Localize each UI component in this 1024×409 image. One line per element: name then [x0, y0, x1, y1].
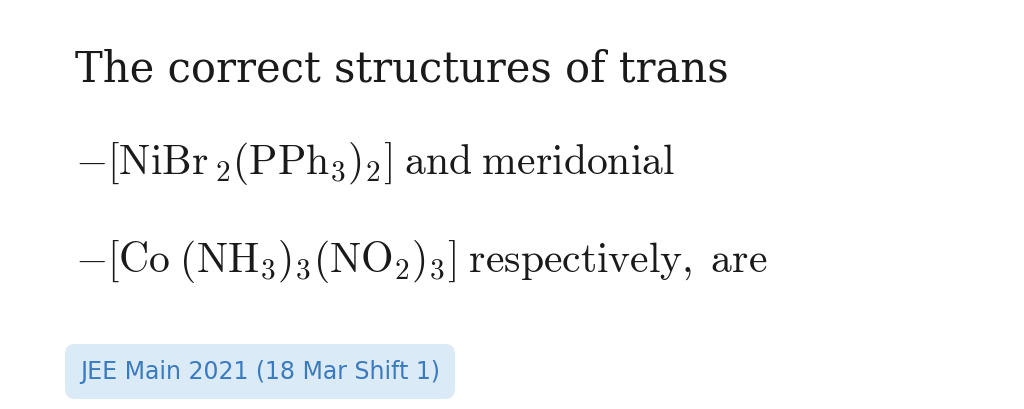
Text: JEE Main 2021 (18 Mar Shift 1): JEE Main 2021 (18 Mar Shift 1)	[80, 360, 440, 384]
Text: The correct structures of trans: The correct structures of trans	[75, 48, 729, 90]
Text: $-\left[\mathrm{NiBr\,}_{2}\mathrm{(PPh}_{3})_{2}\right]\mathrm{\;and\;meridonia: $-\left[\mathrm{NiBr\,}_{2}\mathrm{(PPh}…	[75, 139, 675, 187]
FancyBboxPatch shape	[65, 344, 455, 399]
Text: $-\left[\mathrm{Co\;(NH}_{3})_{3}\mathrm{(NO}_{2})_{3}\right]\mathrm{\;respectiv: $-\left[\mathrm{Co\;(NH}_{3})_{3}\mathrm…	[75, 237, 767, 284]
